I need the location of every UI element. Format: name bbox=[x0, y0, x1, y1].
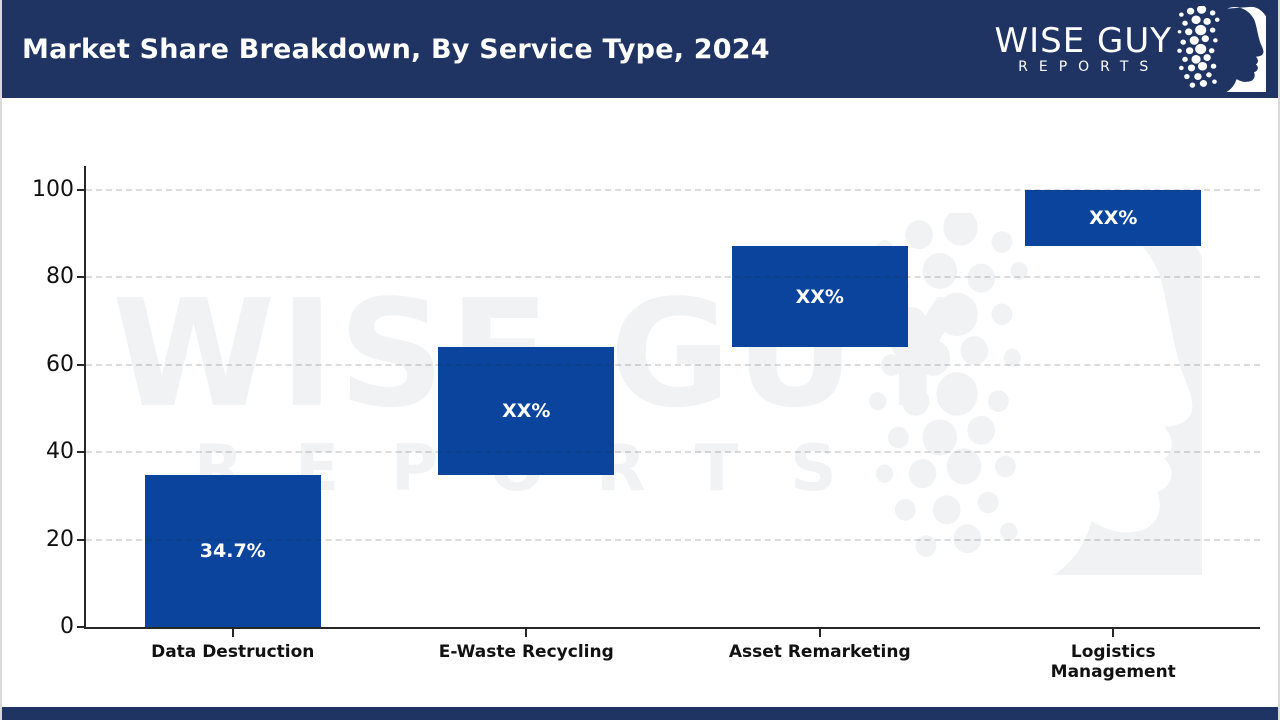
x-axis-spine bbox=[84, 627, 1260, 629]
x-tick-label-2: Asset Remarketing bbox=[728, 642, 911, 662]
x-tick-label-0: Data Destruction bbox=[151, 642, 315, 662]
x-tick-mark-0 bbox=[231, 629, 234, 637]
bar-0 bbox=[144, 475, 321, 627]
bar-2 bbox=[731, 246, 908, 347]
x-tick-mark-1 bbox=[525, 629, 528, 637]
bar-1 bbox=[438, 347, 615, 476]
logo-wordmark-line2: REPORTS bbox=[1018, 59, 1160, 75]
bar-value-label-0: 34.7% bbox=[199, 540, 266, 563]
gridline-20 bbox=[86, 538, 1260, 541]
footer-bar bbox=[2, 707, 1278, 720]
y-tick-label-60: 60 bbox=[46, 351, 74, 377]
y-tick-mark-100 bbox=[77, 188, 85, 191]
gridline-40 bbox=[86, 451, 1260, 453]
y-tick-label-100: 100 bbox=[32, 176, 74, 202]
x-tick-mark-2 bbox=[818, 629, 821, 637]
y-tick-mark-0 bbox=[77, 626, 85, 628]
y-tick-label-20: 20 bbox=[46, 526, 74, 552]
x-tick-mark-3 bbox=[1112, 629, 1115, 637]
logo-wordmark-line1: WISE GUY bbox=[994, 21, 1172, 61]
gridline-80 bbox=[86, 276, 1260, 278]
y-tick-mark-80 bbox=[77, 276, 85, 278]
brand-logo: WISE GUY REPORTS bbox=[994, 6, 1266, 92]
bar-value-label-2: XX% bbox=[795, 285, 844, 308]
y-tick-label-0: 0 bbox=[60, 614, 74, 639]
header: Market Share Breakdown, By Service Type,… bbox=[2, 0, 1278, 98]
gridline-60 bbox=[86, 363, 1260, 366]
bar-3 bbox=[1025, 189, 1202, 247]
x-tick-label-1: E-Waste Recycling bbox=[438, 642, 614, 662]
bar-value-label-3: XX% bbox=[1089, 206, 1138, 229]
y-tick-mark-20 bbox=[77, 538, 85, 541]
y-tick-label-80: 80 bbox=[46, 264, 74, 289]
y-axis-spine bbox=[84, 166, 86, 629]
gridline-100 bbox=[86, 188, 1260, 191]
logo-wordmark: WISE GUY REPORTS bbox=[994, 23, 1172, 75]
y-tick-label-40: 40 bbox=[46, 439, 74, 464]
page-title: Market Share Breakdown, By Service Type,… bbox=[22, 33, 770, 65]
y-tick-mark-40 bbox=[77, 451, 85, 453]
x-tick-label-3: Logistics Management bbox=[1050, 642, 1176, 682]
bar-value-label-1: XX% bbox=[502, 400, 551, 423]
y-tick-mark-60 bbox=[77, 363, 85, 366]
